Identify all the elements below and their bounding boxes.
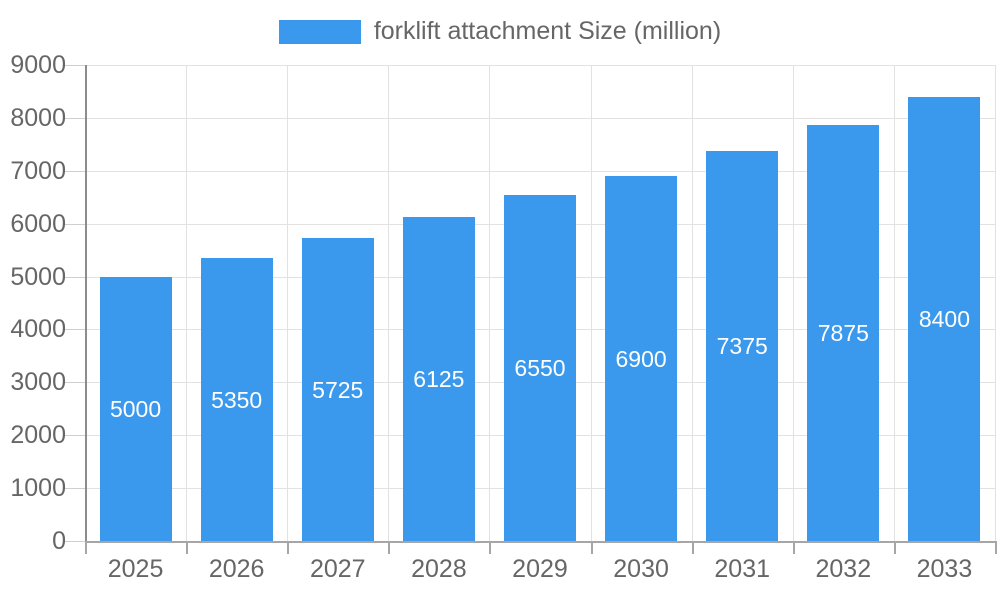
y-tick xyxy=(65,117,85,119)
y-axis-label: 6000 xyxy=(10,209,66,238)
y-tick xyxy=(65,65,85,66)
x-tick xyxy=(793,541,795,554)
bar-value-label: 5350 xyxy=(211,386,263,413)
v-gridline xyxy=(489,65,490,541)
legend-swatch xyxy=(278,19,361,44)
bar-value-label: 6900 xyxy=(615,345,667,372)
bar-2026 xyxy=(200,258,273,541)
y-axis-label: 7000 xyxy=(10,156,66,185)
bar-2025 xyxy=(99,276,172,541)
y-axis-label: 9000 xyxy=(10,51,66,79)
y-axis-label: 4000 xyxy=(10,315,66,344)
bar-value-label: 5725 xyxy=(312,376,364,403)
y-tick xyxy=(65,223,85,225)
bar-2027 xyxy=(301,238,374,541)
x-axis-label: 2030 xyxy=(613,555,669,583)
x-axis-label: 2027 xyxy=(309,555,366,583)
y-tick xyxy=(65,382,85,384)
bar-value-label: 6550 xyxy=(514,354,566,381)
x-axis-label: 2028 xyxy=(411,555,467,583)
x-tick xyxy=(186,541,188,554)
y-tick xyxy=(65,488,85,490)
x-tick xyxy=(85,541,87,554)
y-axis-label: 0 xyxy=(52,527,66,555)
bar-2031 xyxy=(706,150,779,541)
bar-value-label: 7375 xyxy=(716,332,768,359)
bar-value-label: 6125 xyxy=(413,366,465,393)
y-tick xyxy=(65,276,85,278)
v-gridline xyxy=(591,65,592,541)
y-axis-label: 1000 xyxy=(10,474,66,503)
bar-2029 xyxy=(504,194,576,541)
bar-2030 xyxy=(605,176,678,541)
v-gridline xyxy=(388,65,389,541)
h-gridline xyxy=(85,170,995,172)
x-tick xyxy=(591,541,593,554)
y-axis-line xyxy=(85,65,87,541)
x-axis-label: 2029 xyxy=(512,555,568,583)
x-tick xyxy=(692,541,694,554)
y-axis-label: 5000 xyxy=(10,262,66,291)
y-axis-label: 3000 xyxy=(10,368,66,397)
y-tick xyxy=(65,541,85,542)
v-gridline xyxy=(995,65,996,541)
x-tick xyxy=(388,541,390,554)
x-tick xyxy=(894,541,896,554)
plot-area: 5000 5350 5725 6125 6550 6900 7375 7875 8400 xyxy=(85,65,996,541)
bar-value-label: 5000 xyxy=(109,395,162,422)
h-gridline xyxy=(85,65,995,66)
v-gridline xyxy=(894,65,895,541)
v-gridline xyxy=(287,65,288,541)
v-gridline xyxy=(692,65,693,541)
chart-legend: forklift attachment Size (million) xyxy=(0,17,1000,46)
h-gridline xyxy=(85,117,995,119)
bar-value-label: 8400 xyxy=(918,305,971,332)
x-axis-label: 2026 xyxy=(208,555,265,583)
x-tick xyxy=(489,541,491,554)
bar-2033 xyxy=(908,96,981,541)
y-tick xyxy=(65,170,85,172)
x-axis-label: 2031 xyxy=(714,555,771,583)
legend-label: forklift attachment Size (million) xyxy=(373,17,722,45)
y-tick xyxy=(65,435,85,437)
bar-2028 xyxy=(402,217,475,541)
v-gridline xyxy=(186,65,187,541)
bar-2032 xyxy=(807,124,880,541)
bar-value-label: 7875 xyxy=(817,319,869,346)
y-axis-label: 2000 xyxy=(10,421,66,450)
x-axis-label: 2033 xyxy=(916,555,973,583)
x-tick xyxy=(287,541,289,554)
y-tick xyxy=(65,329,85,331)
y-axis-label: 8000 xyxy=(10,103,66,132)
x-axis-line xyxy=(85,541,995,543)
x-axis-label: 2032 xyxy=(815,555,872,583)
x-tick xyxy=(995,541,997,554)
x-axis-label: 2025 xyxy=(107,555,164,583)
v-gridline xyxy=(793,65,794,541)
